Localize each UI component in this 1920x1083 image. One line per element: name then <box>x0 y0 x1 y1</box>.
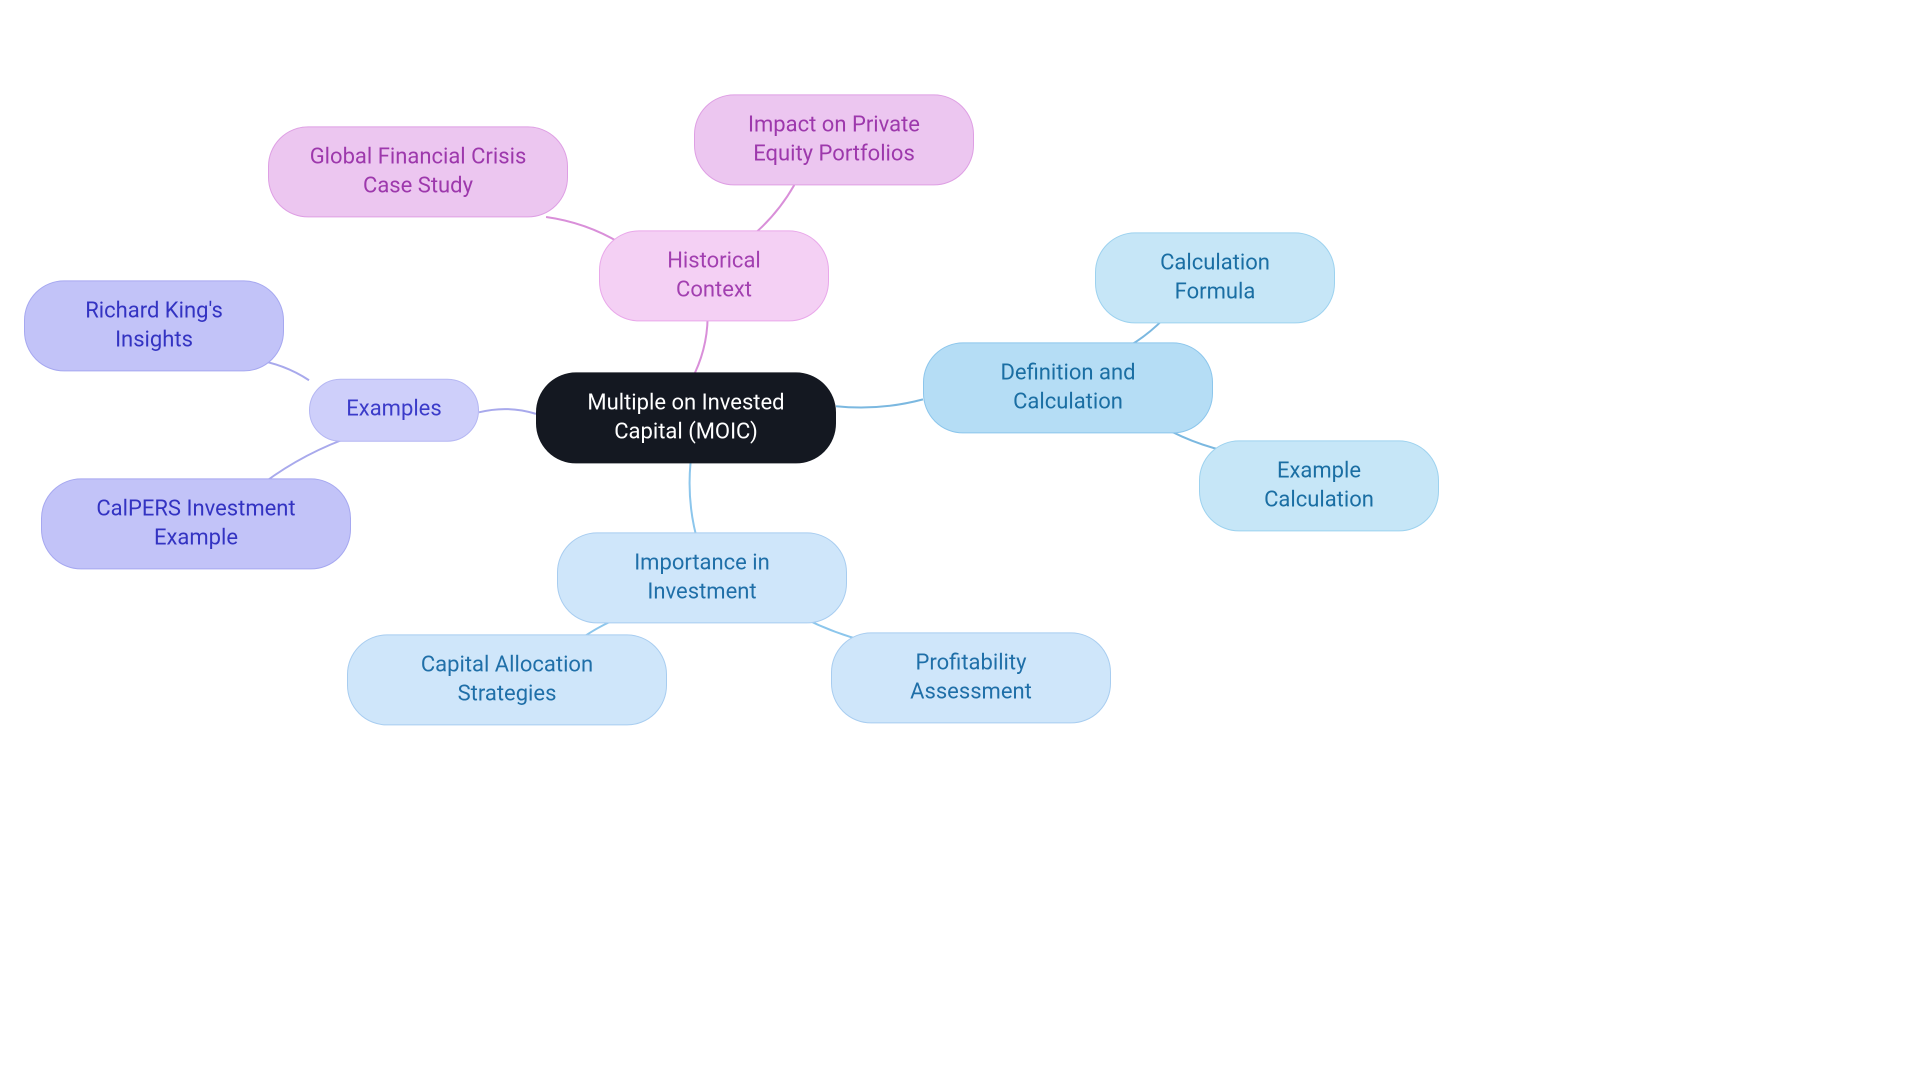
node-label: Calculation Formula <box>1124 249 1306 306</box>
node-gfc[interactable]: Global Financial Crisis Case Study <box>268 126 568 217</box>
node-formula[interactable]: Calculation Formula <box>1095 232 1335 323</box>
node-importance[interactable]: Importance in Investment <box>557 532 847 623</box>
node-center[interactable]: Multiple on Invested Capital (MOIC) <box>536 372 836 463</box>
node-label: Definition and Calculation <box>952 359 1184 416</box>
node-historical[interactable]: Historical Context <box>599 230 829 321</box>
node-label: Examples <box>346 396 441 425</box>
node-label: Global Financial Crisis Case Study <box>297 143 539 200</box>
node-richard[interactable]: Richard King's Insights <box>24 280 284 371</box>
node-excalc[interactable]: Example Calculation <box>1199 440 1439 531</box>
node-label: Importance in Investment <box>586 549 818 606</box>
node-calpers[interactable]: CalPERS Investment Example <box>41 478 351 569</box>
node-label: CalPERS Investment Example <box>70 495 322 552</box>
node-label: Capital Allocation Strategies <box>376 651 638 708</box>
edge <box>479 409 536 414</box>
node-label: Multiple on Invested Capital (MOIC) <box>565 389 807 446</box>
node-label: Example Calculation <box>1228 457 1410 514</box>
edge <box>546 217 620 243</box>
edge <box>836 399 923 407</box>
node-label: Historical Context <box>628 247 800 304</box>
node-label: Impact on Private Equity Portfolios <box>723 111 945 168</box>
node-label: Richard King's Insights <box>53 297 255 354</box>
node-label: Profitability Assessment <box>860 649 1082 706</box>
node-profit[interactable]: Profitability Assessment <box>831 632 1111 723</box>
node-defcalc[interactable]: Definition and Calculation <box>923 342 1213 433</box>
node-examples[interactable]: Examples <box>309 379 479 442</box>
node-capalloc[interactable]: Capital Allocation Strategies <box>347 634 667 725</box>
node-impact[interactable]: Impact on Private Equity Portfolios <box>694 94 974 185</box>
